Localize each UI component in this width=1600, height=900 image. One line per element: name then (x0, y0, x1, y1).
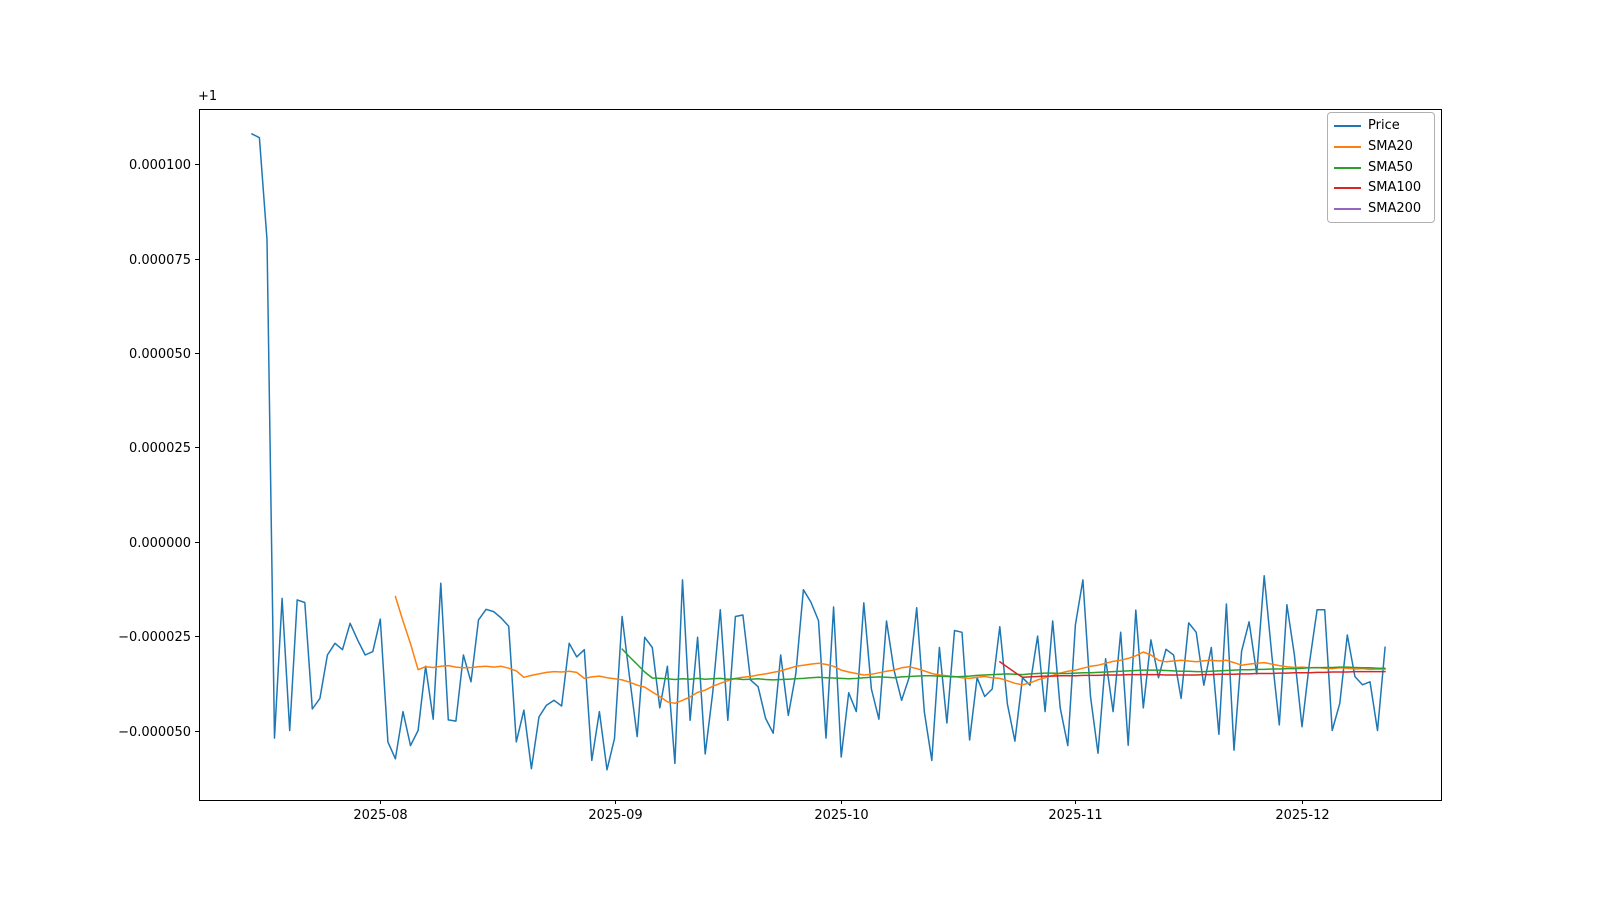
y-tick-label: 0.000050 (129, 347, 191, 362)
plot-border (199, 109, 1442, 801)
legend: Price SMA20 SMA50 SMA100 SMA200 (1327, 112, 1435, 223)
legend-item-sma50: SMA50 (1334, 158, 1434, 178)
series-line-sma100 (999, 661, 1386, 679)
y-axis-offset-label: +1 (198, 89, 217, 104)
x-tick-label: 2025-08 (353, 808, 407, 823)
y-tick-label: 0.000025 (129, 441, 191, 456)
price-line-swatch (1334, 125, 1361, 127)
y-tick-label: 0.000075 (129, 253, 191, 268)
series-line-sma50 (621, 648, 1386, 681)
legend-label-sma200: SMA200 (1368, 201, 1422, 216)
x-tick-label: 2025-12 (1275, 808, 1329, 823)
legend-label-sma100: SMA100 (1368, 180, 1422, 196)
x-tick-label: 2025-09 (588, 808, 642, 823)
legend-item-sma200: SMA200 (1334, 199, 1434, 219)
series-lines (251, 133, 1386, 771)
y-tick-label: −0.000050 (118, 725, 191, 740)
legend-label-price: Price (1368, 118, 1400, 133)
legend-item-price: Price (1334, 116, 1434, 136)
sma20-line-swatch (1334, 145, 1361, 148)
y-tick-label: −0.000025 (118, 630, 191, 645)
sma200-line-swatch (1334, 208, 1361, 210)
series-line-price (251, 133, 1386, 771)
x-tick-label: 2025-10 (814, 808, 868, 823)
y-tick-label: 0.000000 (129, 536, 191, 551)
legend-label-sma20: SMA20 (1368, 138, 1413, 154)
axis-ticks (195, 164, 1303, 804)
plot-area (199, 109, 1442, 801)
legend-item-sma20: SMA20 (1334, 137, 1434, 157)
legend-item-sma100: SMA100 (1334, 178, 1434, 198)
x-tick-label: 2025-11 (1048, 808, 1102, 823)
legend-label-sma50: SMA50 (1368, 159, 1413, 175)
series-line-sma20 (394, 595, 1386, 705)
sma50-line-swatch (1334, 166, 1361, 169)
sma100-line-swatch (1334, 187, 1361, 190)
y-tick-label: 0.000100 (129, 158, 191, 173)
axis-labels: 0.000100 0.000075 0.000050 0.000025 0.000000… (118, 89, 1330, 823)
